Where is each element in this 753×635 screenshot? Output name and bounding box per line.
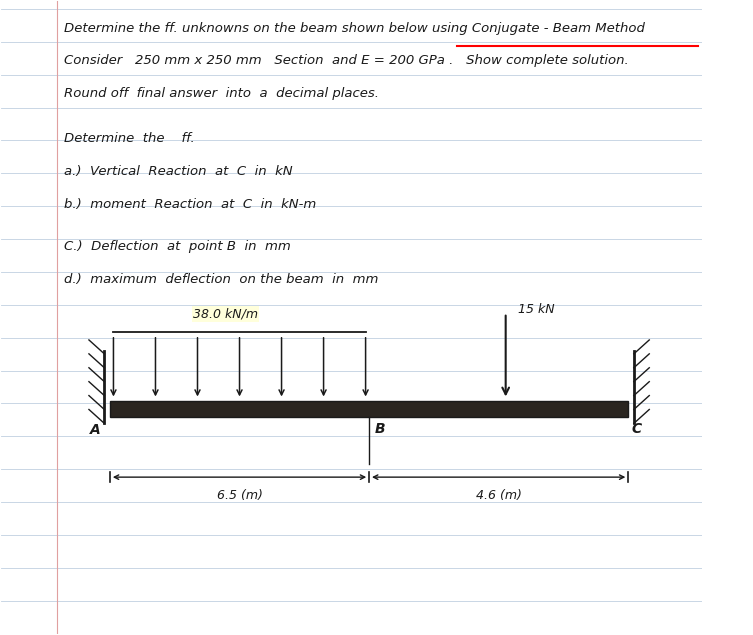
Text: 6.5 (m): 6.5 (m) xyxy=(217,488,263,502)
Text: Round off  final answer  into  a  decimal places.: Round off final answer into a decimal pl… xyxy=(65,88,380,100)
Text: C: C xyxy=(632,422,642,436)
Text: 38.0 kN/m: 38.0 kN/m xyxy=(193,307,258,320)
Text: b.)  moment  Reaction  at  C  in  kN-m: b.) moment Reaction at C in kN-m xyxy=(65,198,317,211)
Text: A: A xyxy=(90,424,101,438)
Text: 4.6 (m): 4.6 (m) xyxy=(476,488,522,502)
Text: d.)  maximum  deflection  on the beam  in  mm: d.) maximum deflection on the beam in mm xyxy=(65,272,379,286)
Text: B: B xyxy=(375,422,386,436)
Text: a.)  Vertical  Reaction  at  C  in  kN: a.) Vertical Reaction at C in kN xyxy=(65,165,293,178)
Text: Determine the ff. unknowns on the beam shown below using Conjugate - Beam Method: Determine the ff. unknowns on the beam s… xyxy=(65,22,645,35)
Text: C.)  Deflection  at  point B  in  mm: C.) Deflection at point B in mm xyxy=(65,240,291,253)
Bar xyxy=(110,401,628,417)
Text: Determine  the    ff.: Determine the ff. xyxy=(65,132,195,145)
Text: Consider   250 mm x 250 mm   Section  and E = 200 GPa .   Show complete solution: Consider 250 mm x 250 mm Section and E =… xyxy=(65,55,630,67)
Text: 15 kN: 15 kN xyxy=(518,303,555,316)
